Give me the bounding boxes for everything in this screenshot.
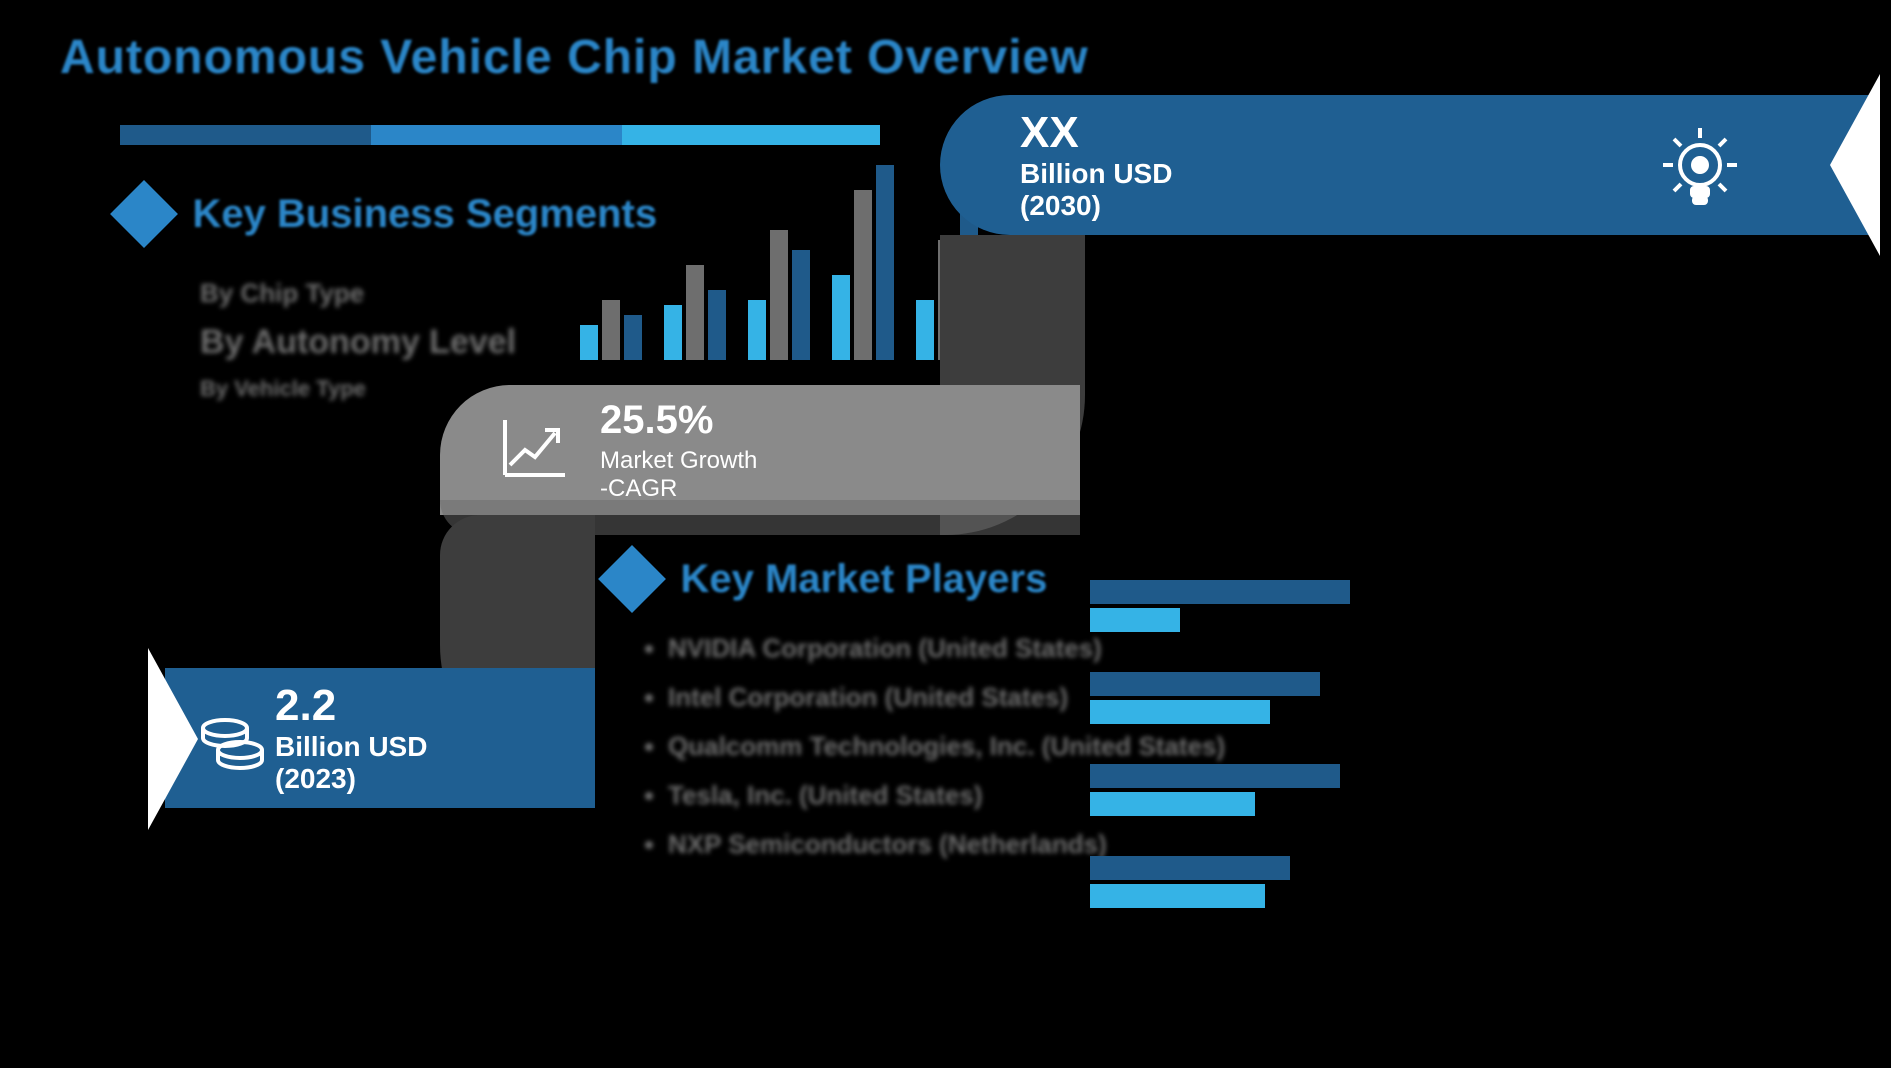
segments-block: Key Business Segments By Chip Type By Au… bbox=[120, 190, 657, 416]
hbar-bottom bbox=[1090, 884, 1265, 908]
bar bbox=[876, 165, 894, 360]
cagr-label: Market Growth-CAGR bbox=[600, 447, 757, 503]
ribbon-bottom: 2.2 Billion USD(2023) bbox=[165, 668, 595, 808]
bar bbox=[854, 190, 872, 360]
cagr-value: 25.5% bbox=[600, 398, 757, 443]
topbar-segment bbox=[371, 125, 622, 145]
hbar-row bbox=[1090, 672, 1370, 724]
diamond-icon bbox=[110, 180, 178, 248]
bar bbox=[770, 230, 788, 360]
diamond-icon bbox=[598, 545, 666, 613]
bar-group bbox=[748, 230, 810, 360]
hbar-bottom bbox=[1090, 608, 1180, 632]
bar bbox=[792, 250, 810, 360]
bar bbox=[832, 275, 850, 360]
page-title: Autonomous Vehicle Chip Market Overview bbox=[60, 30, 1089, 85]
bar bbox=[708, 290, 726, 360]
bar bbox=[624, 315, 642, 360]
top-segment-bar bbox=[120, 125, 880, 145]
right-hbars bbox=[1090, 580, 1370, 948]
hbar-bottom bbox=[1090, 792, 1255, 816]
lightbulb-icon bbox=[1650, 120, 1750, 220]
value-2030: XX bbox=[1020, 108, 1172, 158]
unit-2030: Billion USD(2030) bbox=[1020, 158, 1172, 222]
bar bbox=[916, 300, 934, 360]
bar bbox=[602, 300, 620, 360]
unit-2023: Billion USD(2023) bbox=[275, 731, 427, 795]
value-2023: 2.2 bbox=[275, 681, 427, 731]
hbar-row bbox=[1090, 856, 1370, 908]
bar-group bbox=[664, 265, 726, 360]
growth-chart-icon bbox=[500, 415, 570, 485]
hbar-row bbox=[1090, 764, 1370, 816]
bar bbox=[580, 325, 598, 360]
center-bar-chart bbox=[580, 160, 890, 360]
hbar-top bbox=[1090, 672, 1320, 696]
ribbon-mid: 25.5% Market Growth-CAGR bbox=[440, 385, 1080, 515]
hbar-top bbox=[1090, 580, 1350, 604]
ribbon-top: XX Billion USD(2030) bbox=[940, 95, 1880, 235]
bar bbox=[748, 300, 766, 360]
topbar-segment bbox=[622, 125, 880, 145]
hbar-top bbox=[1090, 856, 1290, 880]
bar bbox=[686, 265, 704, 360]
coins-icon bbox=[195, 708, 275, 778]
hbar-bottom bbox=[1090, 700, 1270, 724]
hbar-top bbox=[1090, 764, 1340, 788]
topbar-segment bbox=[120, 125, 371, 145]
bar-group bbox=[832, 165, 894, 360]
bar bbox=[664, 305, 682, 360]
players-heading: Key Market Players bbox=[680, 557, 1047, 602]
bar-group bbox=[580, 300, 642, 360]
hbar-row bbox=[1090, 580, 1370, 632]
